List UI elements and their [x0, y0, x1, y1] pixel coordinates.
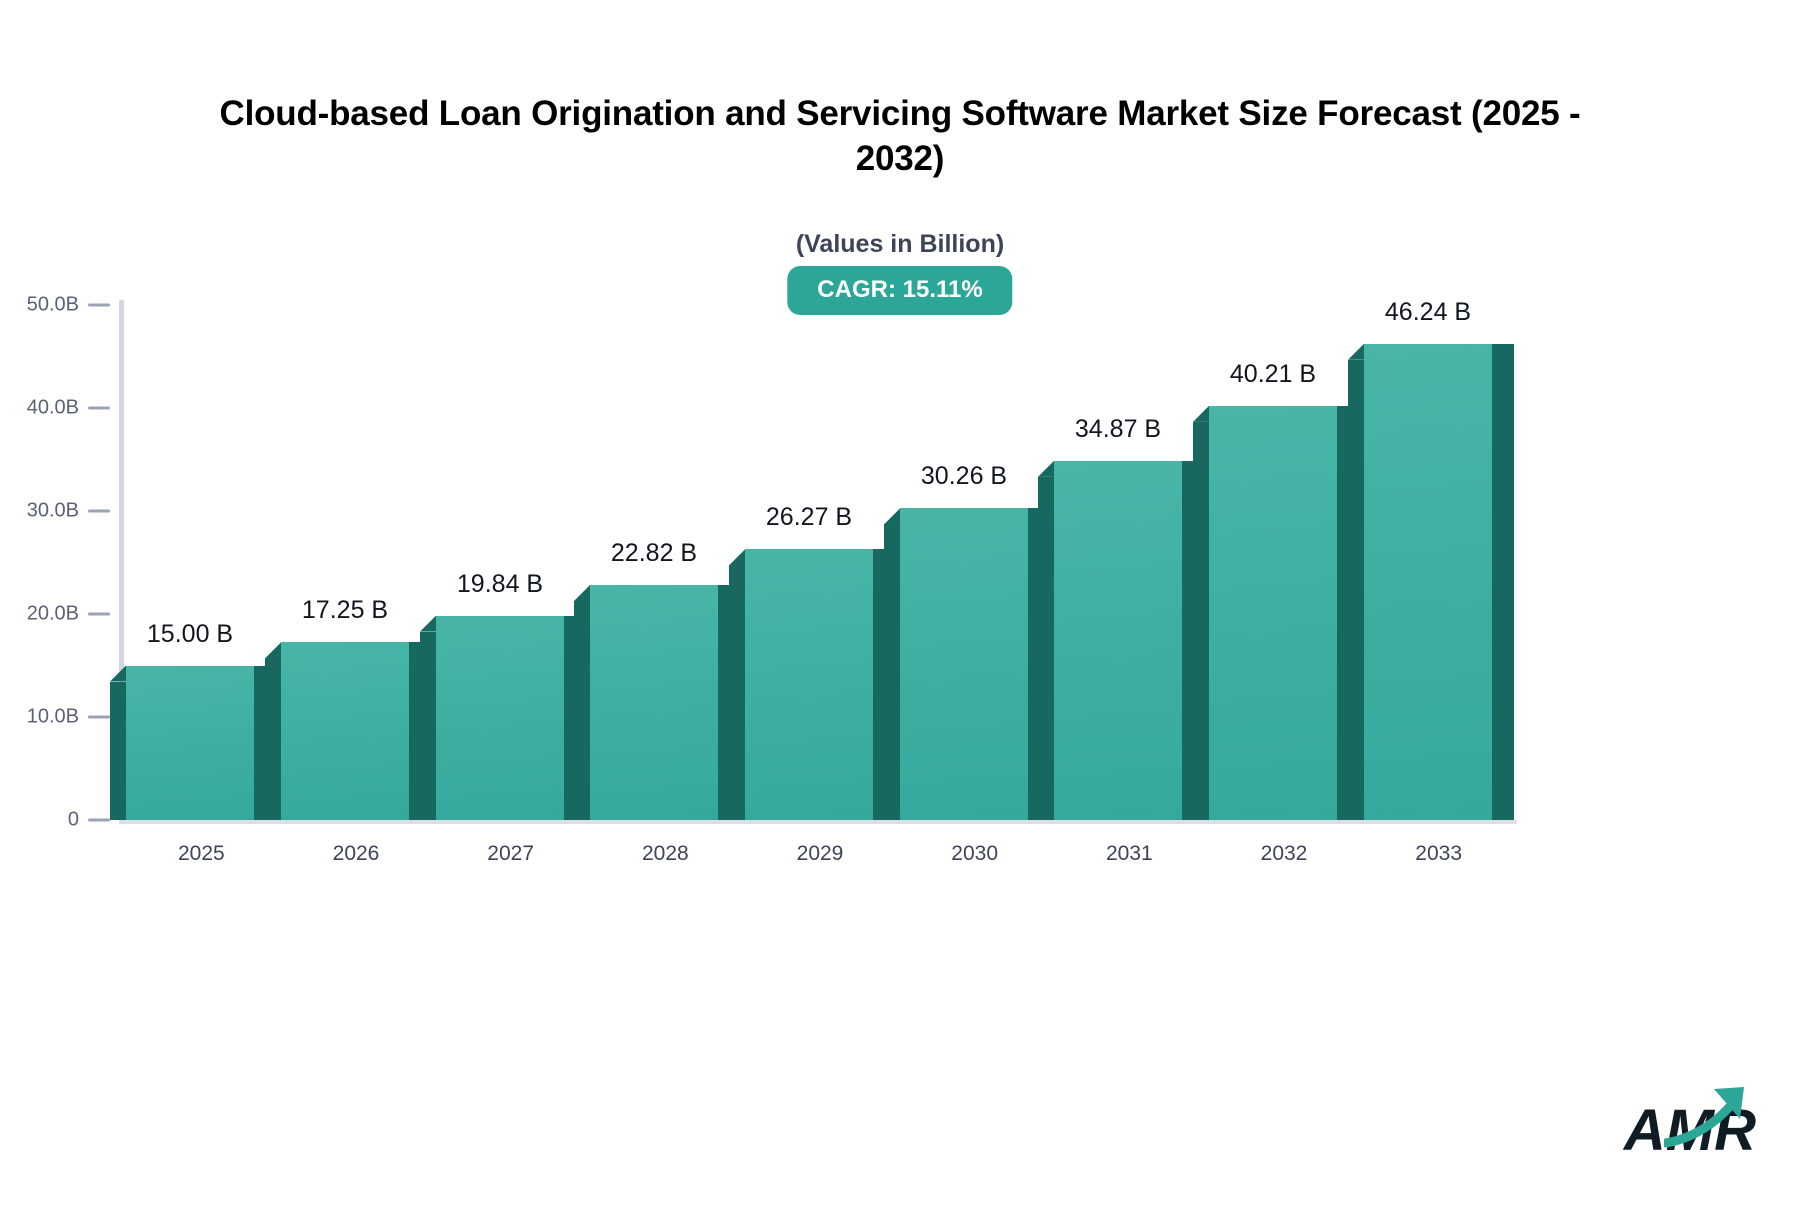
x-axis-tick-label: 2032 — [1260, 842, 1308, 865]
bar-value-label: 17.25 B — [301, 596, 389, 625]
y-axis-tick-mark — [88, 406, 110, 410]
bar-left-chamfer — [110, 665, 126, 682]
bar-value-label: 46.24 B — [1384, 297, 1472, 326]
bar-value-label: 26.27 B — [765, 503, 853, 532]
x-axis-tick-label: 2031 — [1105, 842, 1153, 865]
bar-value-label: 19.84 B — [456, 569, 544, 598]
bar-left-edge — [884, 524, 900, 820]
y-axis-tick-mark — [88, 612, 110, 616]
bar-value-label: 40.21 B — [1229, 359, 1317, 388]
bar-face — [1054, 460, 1182, 820]
x-axis-tick-label: 2028 — [641, 842, 689, 865]
bar-face — [745, 549, 873, 820]
y-axis-tick-label: 50.0B — [26, 293, 79, 316]
bar-face — [281, 642, 409, 820]
x-axis-tick-label: 2029 — [796, 842, 844, 865]
bar — [884, 508, 1050, 820]
bar — [1038, 460, 1204, 820]
chart-header: Cloud-based Loan Origination and Servici… — [120, 92, 1680, 182]
y-axis-tick-label: 10.0B — [26, 705, 79, 728]
x-axis-tick-label: 2027 — [487, 842, 535, 865]
bar-left-edge — [1348, 359, 1364, 820]
bar-side-3d — [1492, 343, 1514, 820]
y-axis-tick-mark — [88, 303, 110, 307]
bar-left-chamfer — [1348, 343, 1364, 360]
chart-title: Cloud-based Loan Origination and Servici… — [219, 94, 1581, 178]
bar-value-label: 22.82 B — [610, 538, 698, 567]
bar-left-edge — [729, 565, 745, 820]
bar-value-label: 15.00 B — [146, 619, 234, 648]
y-axis-tick-label: 0 — [67, 808, 79, 831]
x-axis-baseline — [119, 820, 1517, 824]
bar-left-edge — [1038, 476, 1054, 820]
x-axis-tick-label: 2025 — [177, 842, 225, 865]
y-axis-tick-label: 20.0B — [26, 602, 79, 625]
cagr-badge: CAGR: 15.11% — [787, 266, 1013, 315]
bar-value-label: 34.87 B — [1074, 414, 1162, 443]
bar-face — [126, 665, 254, 820]
bar-left-edge — [265, 658, 281, 820]
bar — [574, 584, 740, 820]
bar-left-edge — [110, 681, 126, 820]
x-axis-tick-label: 2030 — [951, 842, 999, 865]
bar-left-edge — [574, 600, 590, 820]
arrow-up-right-icon — [1661, 1081, 1760, 1156]
x-axis-tick-label: 2026 — [332, 842, 380, 865]
bar-face — [590, 584, 718, 820]
y-axis-line — [119, 300, 124, 824]
bar-face — [1364, 343, 1492, 820]
bar-value-label: 30.26 B — [920, 462, 1008, 491]
x-axis-tick-label: 2033 — [1415, 842, 1463, 865]
y-axis-tick-mark — [88, 715, 110, 719]
bar — [1348, 343, 1514, 820]
bar — [110, 665, 276, 820]
y-axis-tick-mark — [88, 509, 110, 513]
bar-left-edge — [420, 631, 436, 820]
bar — [729, 549, 895, 820]
bar-face — [900, 508, 1028, 820]
y-axis-tick-label: 40.0B — [26, 396, 79, 419]
amr-logo: AMR — [1624, 1087, 1756, 1160]
bar — [1193, 405, 1359, 820]
bar-left-edge — [1193, 421, 1209, 820]
bar-face — [1209, 405, 1337, 820]
y-axis-tick-mark — [88, 818, 110, 822]
bar — [265, 642, 431, 820]
bar — [420, 615, 586, 820]
bar-face — [436, 615, 564, 820]
chart-subtitle: (Values in Billion) — [795, 230, 1005, 258]
y-axis-tick-label: 30.0B — [26, 499, 79, 522]
